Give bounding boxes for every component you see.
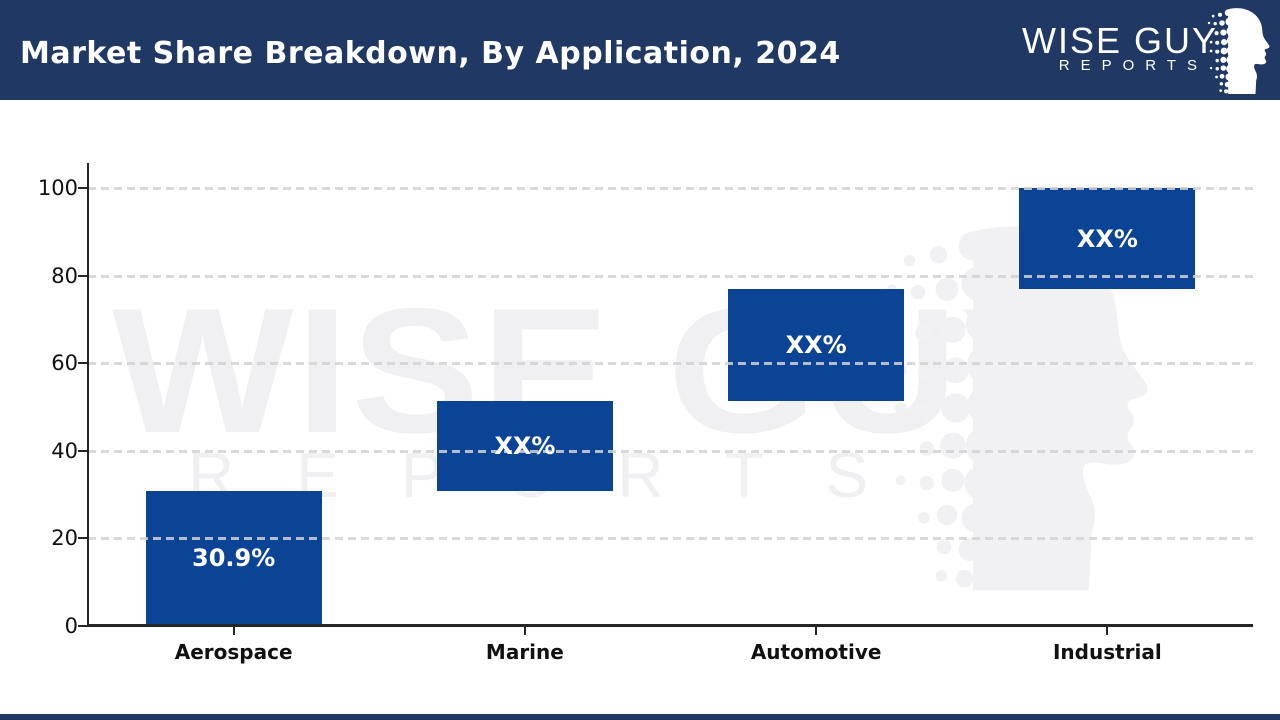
- bar-aerospace: [145, 490, 322, 626]
- x-tick-label-industrial: Industrial: [1052, 640, 1162, 664]
- x-tick-mark: [1106, 627, 1109, 635]
- y-tick-label-0: 0: [64, 614, 78, 638]
- footer-strip: [0, 714, 1280, 720]
- y-tick-label-40: 40: [51, 438, 78, 463]
- x-tick-mark: [232, 627, 235, 635]
- bar-value-label: XX%: [1076, 224, 1138, 253]
- y-tick-mark: [78, 274, 87, 277]
- logo-wordmark: WISE GUY: [1021, 20, 1218, 61]
- y-tick-mark: [78, 625, 87, 627]
- y-tick-mark: [78, 449, 87, 452]
- gridline-60: [88, 362, 1253, 366]
- header-bar: Market Share Breakdown, By Application, …: [0, 0, 1280, 100]
- y-tick-label-20: 20: [51, 526, 78, 551]
- x-tick-label-aerospace: Aerospace: [174, 640, 293, 664]
- logo-dotted-face-icon: [1194, 6, 1276, 96]
- y-axis-spine: [87, 163, 89, 627]
- gridline-80: [88, 274, 1253, 278]
- bar-value-label: 30.9%: [191, 544, 276, 573]
- bar-marine: [436, 400, 613, 491]
- page-title: Market Share Breakdown, By Application, …: [20, 36, 841, 71]
- y-tick-mark: [78, 362, 87, 365]
- gridline-20: [88, 537, 1253, 541]
- x-tick-label-automotive: Automotive: [750, 640, 882, 664]
- bar-industrial: [1019, 188, 1196, 290]
- bar-automotive: [728, 289, 905, 401]
- y-tick-mark: [78, 187, 87, 190]
- x-tick-label-marine: Marine: [485, 640, 564, 664]
- logo-subtitle: REPORTS: [1058, 57, 1208, 74]
- y-tick-label-80: 80: [51, 263, 78, 288]
- x-tick-mark: [523, 627, 526, 635]
- y-tick-label-100: 100: [37, 176, 78, 201]
- gridline-100: [88, 187, 1253, 191]
- bar-value-label: XX%: [785, 330, 847, 359]
- y-tick-mark: [78, 537, 87, 540]
- bar-value-label: XX%: [494, 431, 556, 460]
- x-tick-mark: [815, 627, 818, 635]
- x-axis-spine: [87, 624, 1253, 627]
- y-tick-label-60: 60: [51, 351, 78, 376]
- gridline-40: [88, 449, 1253, 453]
